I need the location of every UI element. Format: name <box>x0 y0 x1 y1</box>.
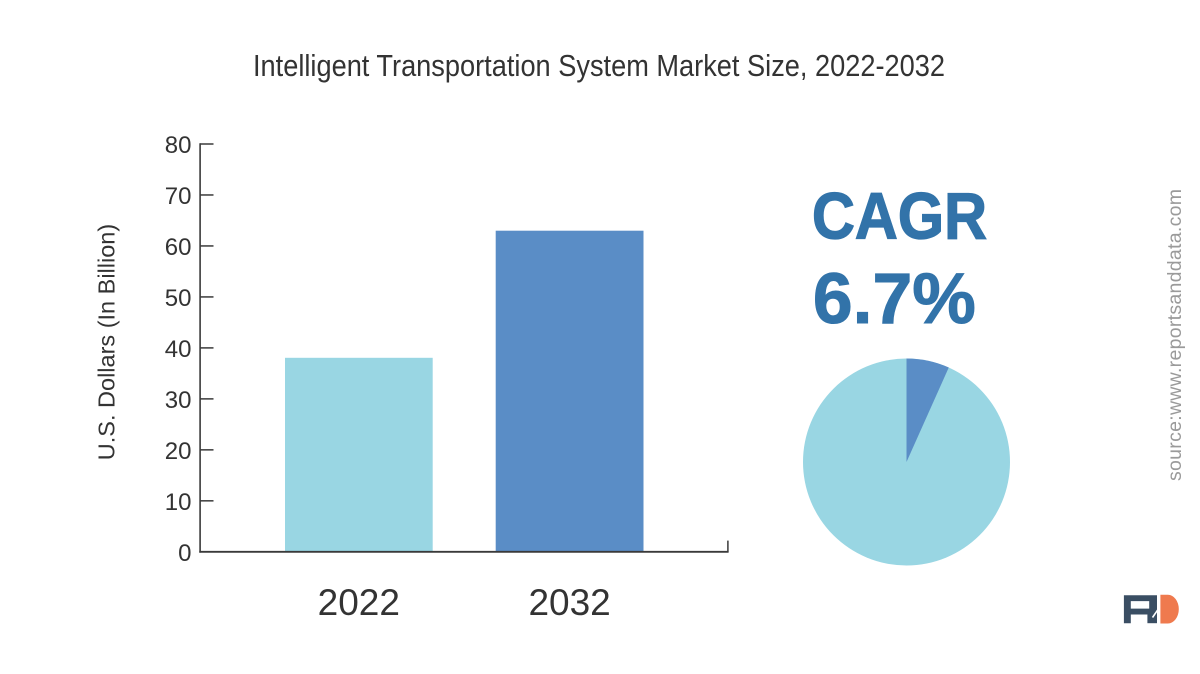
svg-text:2032: 2032 <box>528 582 610 623</box>
svg-text:20: 20 <box>165 438 192 465</box>
svg-text:60: 60 <box>165 234 192 261</box>
svg-text:Intelligent Transportation Sys: Intelligent Transportation System Market… <box>253 48 945 83</box>
svg-text:0: 0 <box>178 540 191 567</box>
svg-text:source:www.reportsanddata.com: source:www.reportsanddata.com <box>1164 189 1186 481</box>
svg-text:40: 40 <box>165 336 192 363</box>
svg-text:30: 30 <box>165 387 192 414</box>
svg-text:70: 70 <box>165 183 192 210</box>
svg-text:2022: 2022 <box>318 582 400 623</box>
svg-text:10: 10 <box>165 489 192 516</box>
svg-text:50: 50 <box>165 285 192 312</box>
svg-text:U.S. Dollars (In Billion): U.S. Dollars (In Billion) <box>94 224 120 460</box>
svg-text:CAGR: CAGR <box>812 179 987 253</box>
svg-text:80: 80 <box>165 132 192 159</box>
svg-text:6.7%: 6.7% <box>813 259 976 339</box>
